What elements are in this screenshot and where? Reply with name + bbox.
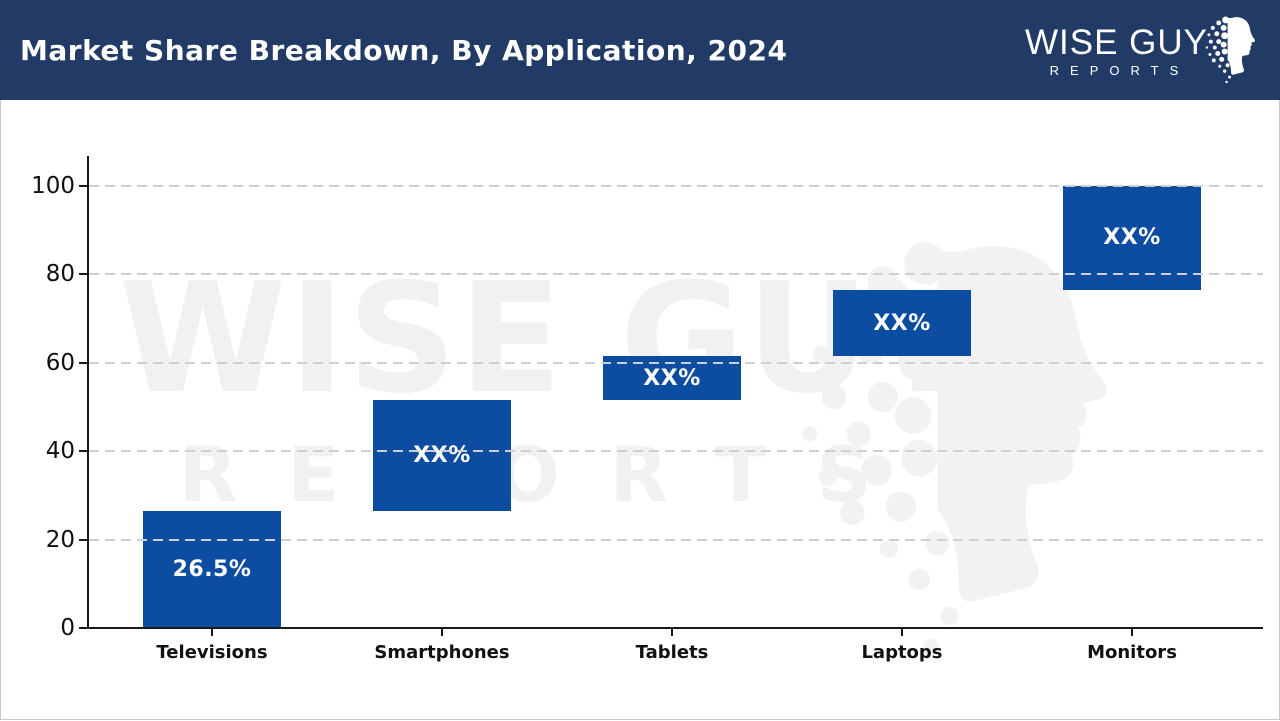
x-tick-label-televisions: Televisions: [156, 642, 268, 663]
x-tick-televisions: [211, 628, 213, 636]
bar-televisions: 26.5%: [143, 510, 281, 628]
gridline-60: [89, 361, 1263, 364]
x-tick-laptops: [901, 628, 903, 636]
y-tick-label-20: 20: [45, 526, 75, 553]
y-axis-line: [87, 156, 89, 629]
y-tick-label-0: 0: [60, 615, 75, 641]
gridline-20: [89, 538, 1263, 541]
logo-wordmark-line2: REPORTS: [1049, 62, 1190, 78]
bar-label-laptops: XX%: [873, 310, 931, 336]
brand-logo: WISE GUY REPORTS: [1016, 8, 1266, 94]
x-tick-label-smartphones: Smartphones: [374, 642, 510, 663]
x-tick-smartphones: [441, 628, 443, 636]
x-tick-label-monitors: Monitors: [1087, 642, 1177, 663]
bar-label-televisions: 26.5%: [172, 556, 252, 582]
y-tick-label-40: 40: [45, 438, 75, 465]
logo-wordmark: WISE GUY REPORTS: [1025, 25, 1208, 78]
page-title: Market Share Breakdown, By Application, …: [20, 33, 788, 67]
bar-label-monitors: XX%: [1103, 225, 1161, 251]
x-tick-label-laptops: Laptops: [861, 642, 943, 663]
gridline-80: [89, 273, 1263, 276]
gridline-40: [89, 450, 1263, 453]
x-tick-monitors: [1131, 628, 1133, 636]
x-tick-tablets: [671, 628, 673, 636]
bar-smartphones: XX%: [373, 400, 511, 511]
y-tick-0: [79, 627, 87, 629]
y-tick-label-80: 80: [45, 261, 75, 288]
y-tick-40: [79, 450, 87, 453]
y-tick-20: [79, 538, 87, 541]
logo-wordmark-line1: WISE GUY: [1024, 22, 1208, 62]
y-tick-80: [79, 273, 87, 276]
bar-laptops: XX%: [833, 289, 971, 357]
x-axis-line: [87, 627, 1263, 629]
bar-monitors: XX%: [1063, 186, 1201, 290]
y-tick-label-60: 60: [45, 349, 75, 376]
y-tick-100: [79, 185, 87, 187]
x-tick-label-tablets: Tablets: [635, 642, 709, 663]
y-tick-label-100: 100: [31, 173, 75, 199]
header: Market Share Breakdown, By Application, …: [0, 0, 1280, 100]
bar-label-tablets: XX%: [643, 365, 701, 391]
bar-label-smartphones: XX%: [413, 443, 471, 469]
y-tick-60: [79, 361, 87, 364]
gridline-100: [89, 185, 1263, 187]
dotted-face-icon: [1202, 14, 1266, 88]
